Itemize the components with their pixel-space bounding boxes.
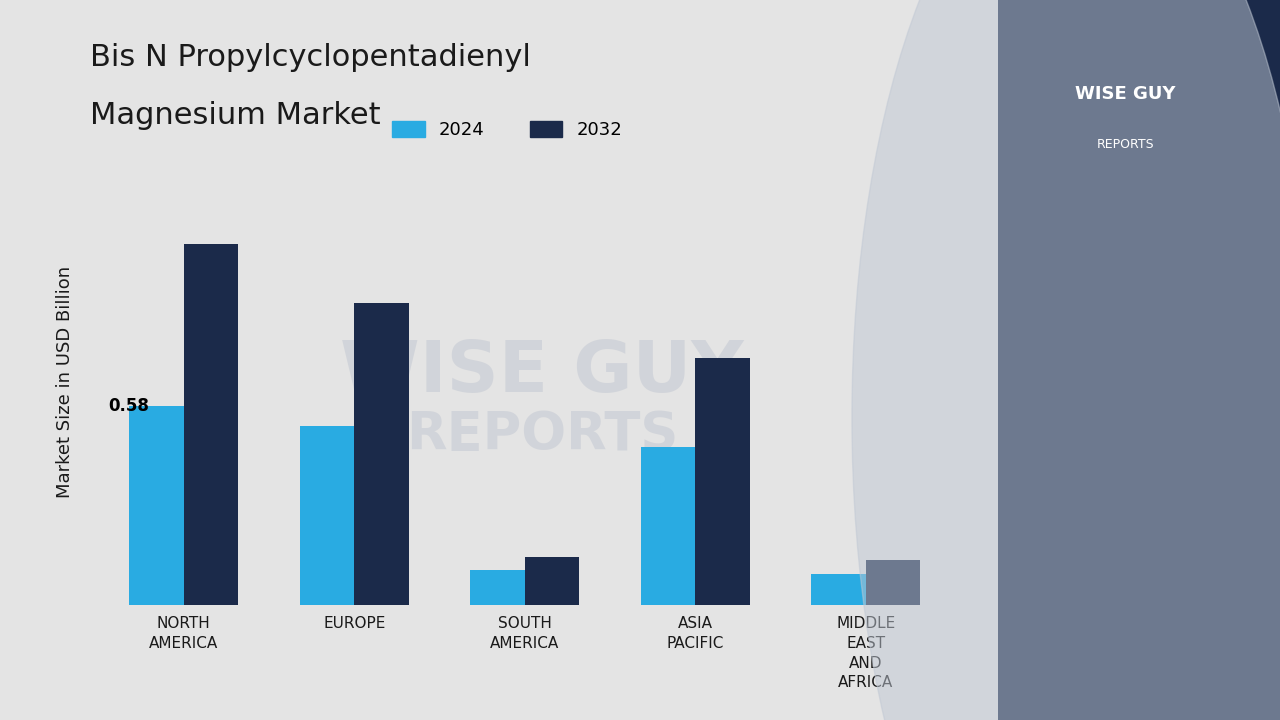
Text: 0.58: 0.58 [109,397,150,415]
Bar [641,447,695,605]
Bar [355,302,408,605]
Text: WISE GUY: WISE GUY [1075,85,1175,102]
Bar [470,570,525,605]
Bar [525,557,580,605]
Bar [865,560,920,605]
Circle shape [852,0,1280,720]
Bar [184,244,238,605]
Text: WISE GUY: WISE GUY [340,338,744,408]
Legend: 2024, 2032: 2024, 2032 [385,114,630,147]
Bar [695,358,750,605]
Text: Bis N Propylcyclopentadienyl: Bis N Propylcyclopentadienyl [90,43,530,72]
Text: REPORTS: REPORTS [406,409,678,462]
Bar [812,574,865,605]
Text: Magnesium Market: Magnesium Market [90,101,380,130]
Bar [129,405,184,605]
Text: REPORTS: REPORTS [1096,138,1155,150]
Bar [300,426,355,605]
Y-axis label: Market Size in USD Billion: Market Size in USD Billion [55,266,74,498]
